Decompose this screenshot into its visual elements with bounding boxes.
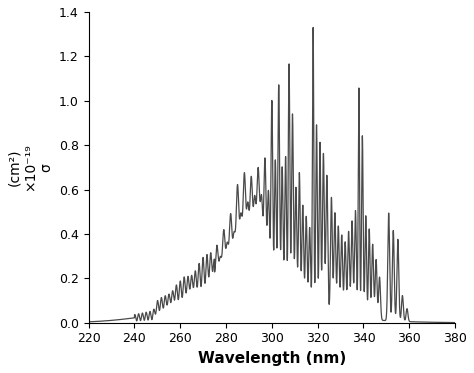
Y-axis label: (cm²)
×10⁻¹⁹
σ: (cm²) ×10⁻¹⁹ σ: [7, 144, 54, 191]
X-axis label: Wavelength (nm): Wavelength (nm): [198, 351, 346, 366]
